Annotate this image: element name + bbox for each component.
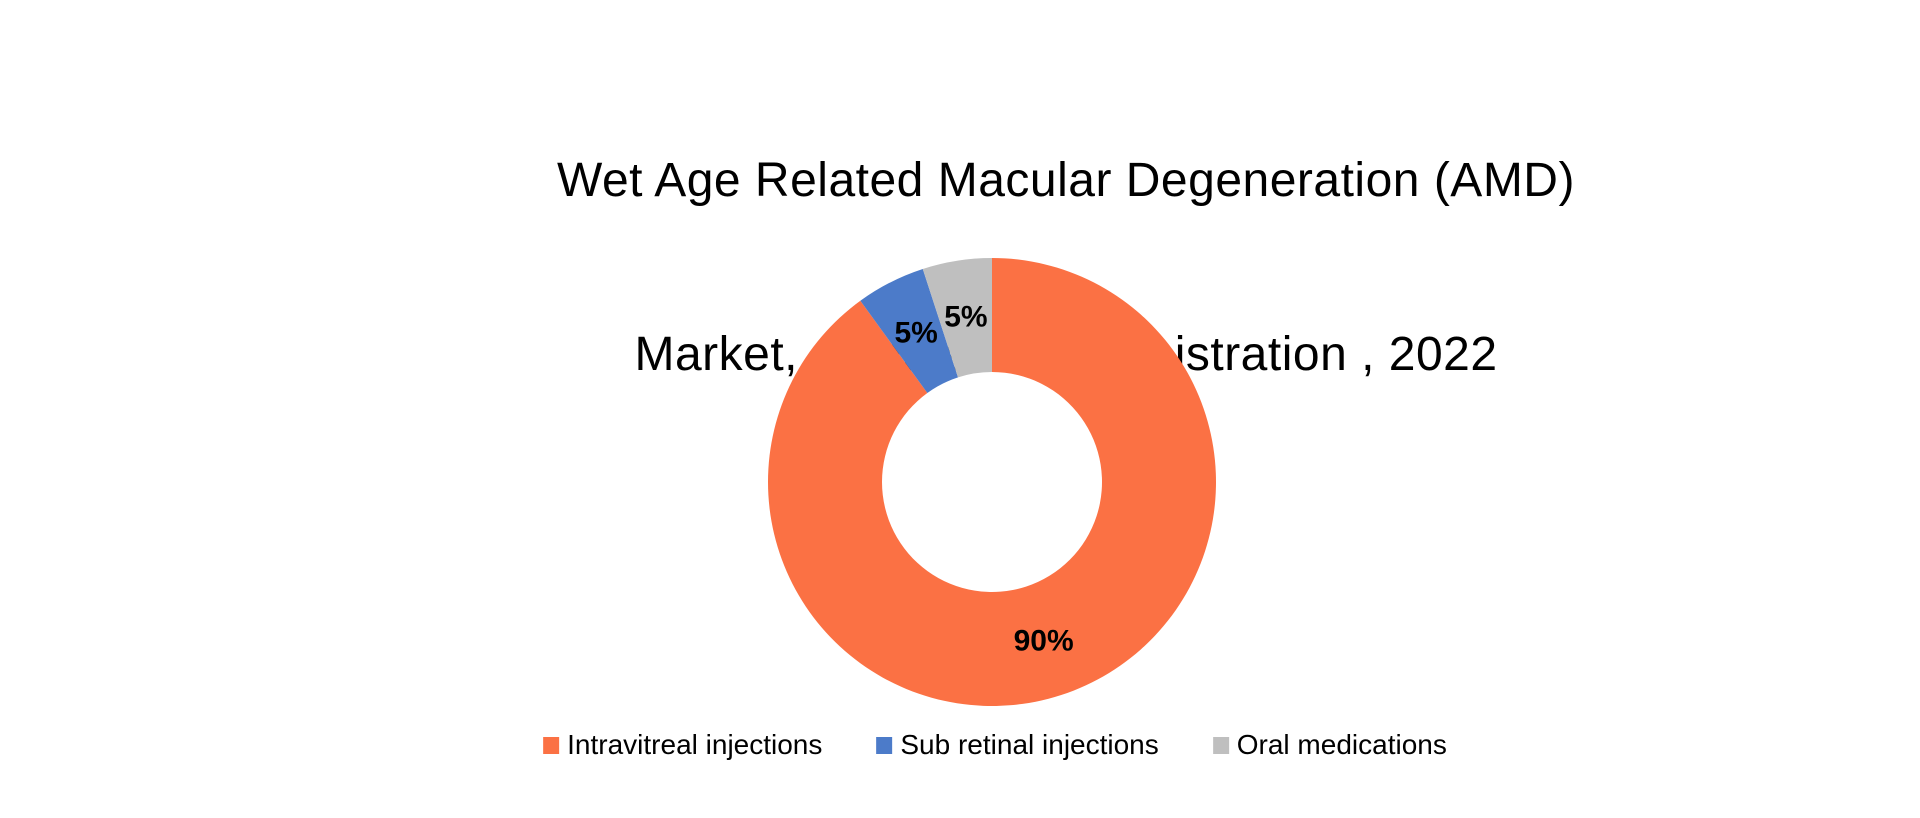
legend-item: Intravitreal injections xyxy=(543,728,822,762)
donut-chart: 90% 5% 5% xyxy=(768,258,1216,706)
donut-slice-sub-retinal-injections xyxy=(860,268,959,394)
legend-item: Oral medications xyxy=(1212,728,1447,762)
legend-label: Sub retinal injections xyxy=(900,729,1159,760)
donut-slice-intravitreal-injections xyxy=(768,258,1216,706)
data-label: 90% xyxy=(1014,624,1074,657)
legend-swatch-icon xyxy=(1212,736,1229,754)
data-label: 5% xyxy=(944,301,987,334)
data-label: 5% xyxy=(895,317,938,350)
legend-item: Sub retinal injections xyxy=(876,728,1159,762)
legend-swatch-icon xyxy=(543,736,560,754)
legend-label: Oral medications xyxy=(1236,729,1447,760)
legend-label: Intravitreal injections xyxy=(567,729,823,760)
donut-slice-oral-medications xyxy=(922,258,992,378)
chart-legend: Intravitreal injections Sub retinal injec… xyxy=(543,728,1447,762)
chart-title-line1: Wet Age Related Macular Degeneration (AM… xyxy=(557,154,1575,207)
legend-swatch-icon xyxy=(876,736,893,754)
